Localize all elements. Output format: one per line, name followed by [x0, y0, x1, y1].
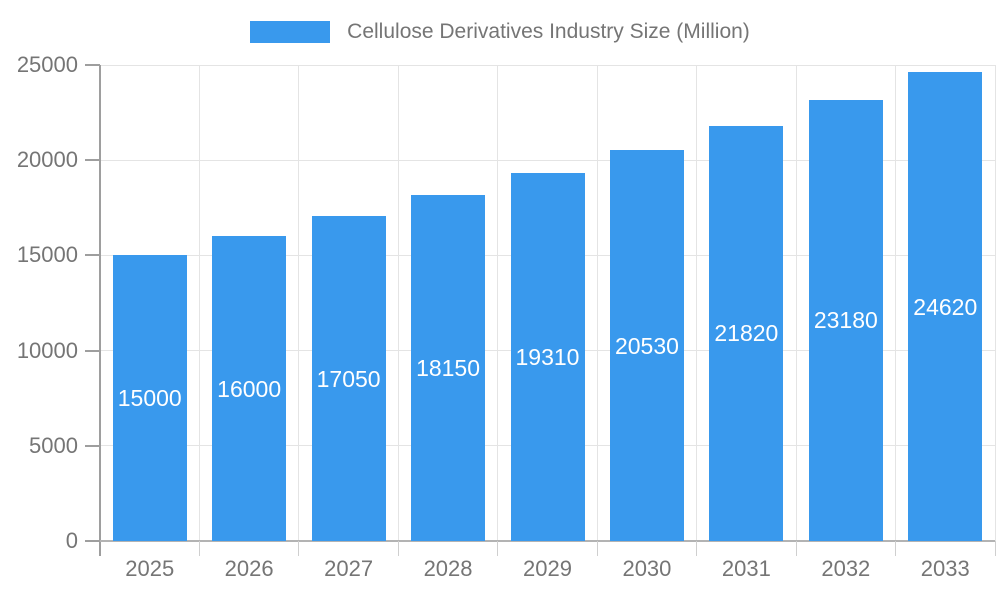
bar[interactable] — [510, 173, 585, 541]
x-tick — [497, 541, 499, 556]
y-axis-label: 10000 — [16, 337, 78, 363]
y-axis-line — [99, 65, 101, 556]
v-gridline — [895, 65, 897, 541]
bar-value-label: 24620 — [913, 293, 978, 320]
legend-swatch — [250, 21, 331, 43]
y-axis-label: 20000 — [16, 147, 78, 173]
y-tick — [85, 254, 100, 257]
bar[interactable] — [112, 255, 187, 541]
bar[interactable] — [411, 195, 486, 541]
bar[interactable] — [808, 99, 883, 541]
bar-value-label: 23180 — [813, 307, 878, 334]
y-axis-label: 25000 — [16, 52, 78, 77]
bar-value-label: 17050 — [316, 365, 381, 392]
bar-value-label: 19310 — [515, 344, 580, 371]
x-axis-label: 2029 — [523, 556, 572, 581]
h-gridline — [100, 64, 995, 66]
v-gridline — [497, 65, 499, 541]
v-gridline — [198, 65, 200, 541]
bar[interactable] — [311, 216, 386, 541]
x-axis-label: 2027 — [324, 556, 374, 581]
x-tick — [895, 541, 897, 556]
x-tick — [994, 541, 996, 556]
legend-label: Cellulose Derivatives Industry Size (Mil… — [347, 20, 750, 43]
x-tick — [397, 541, 399, 556]
v-gridline — [298, 65, 300, 541]
v-gridline — [696, 65, 698, 541]
bar-value-label: 21820 — [714, 320, 779, 347]
v-gridline — [596, 65, 598, 541]
bar[interactable] — [709, 125, 784, 541]
x-axis-label: 2031 — [721, 556, 771, 581]
bar-value-label: 18150 — [416, 355, 481, 382]
v-gridline — [994, 65, 996, 541]
x-axis-label: 2025 — [125, 556, 175, 581]
y-tick — [85, 64, 100, 66]
x-tick — [795, 541, 797, 556]
x-tick — [198, 541, 200, 556]
bar-value-label: 15000 — [117, 385, 182, 412]
bar-value-label: 20530 — [614, 332, 679, 359]
y-tick — [85, 444, 100, 447]
bar-value-label: 16000 — [217, 375, 282, 402]
x-axis-label: 2032 — [821, 556, 871, 581]
h-gridline — [100, 159, 995, 161]
x-axis-label: 2033 — [920, 556, 970, 581]
x-axis-label: 2026 — [224, 556, 274, 581]
y-axis-label: 15000 — [16, 242, 78, 268]
x-axis-label: 2030 — [622, 556, 672, 581]
y-axis-label: 0 — [65, 528, 78, 553]
bar[interactable] — [908, 72, 983, 541]
x-axis-label: 2028 — [423, 556, 473, 581]
y-tick — [85, 159, 100, 162]
x-tick — [298, 541, 300, 556]
bar[interactable] — [609, 150, 684, 541]
y-tick — [85, 540, 100, 542]
x-tick — [596, 541, 598, 556]
y-tick — [85, 349, 100, 352]
legend[interactable]: Cellulose Derivatives Industry Size (Mil… — [0, 20, 1000, 44]
v-gridline — [397, 65, 399, 541]
bar[interactable] — [212, 236, 287, 541]
v-gridline — [795, 65, 797, 541]
y-axis-label: 5000 — [29, 432, 78, 458]
x-tick — [696, 541, 698, 556]
x-axis-line — [100, 540, 995, 542]
